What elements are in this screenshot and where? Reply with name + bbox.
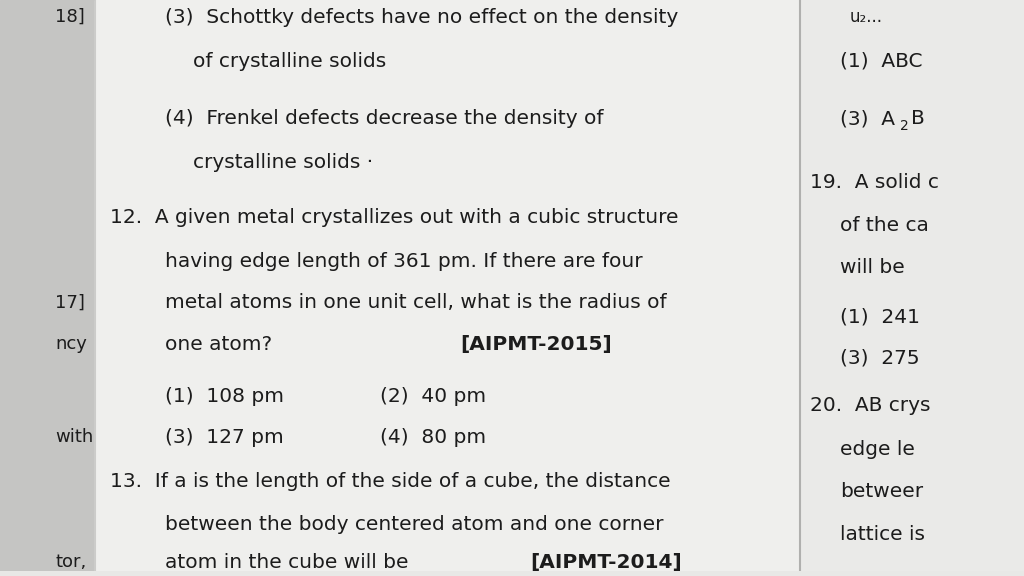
Text: ncy: ncy (55, 335, 87, 353)
Text: will be: will be (840, 257, 905, 276)
Text: of crystalline solids: of crystalline solids (193, 51, 386, 70)
Text: edge le: edge le (840, 440, 914, 459)
Text: betweer: betweer (840, 482, 923, 501)
Text: atom in the cube will be: atom in the cube will be (165, 553, 409, 572)
Text: 19.  A solid c: 19. A solid c (810, 173, 939, 192)
Text: 20.  AB crys: 20. AB crys (810, 396, 931, 415)
Text: (3)  127 pm: (3) 127 pm (165, 428, 284, 447)
Text: [AIPMT-2015]: [AIPMT-2015] (460, 335, 611, 354)
Text: one atom?: one atom? (165, 335, 272, 354)
Text: 2: 2 (900, 119, 908, 133)
Text: of the ca: of the ca (840, 216, 929, 235)
Text: (2)  40 pm: (2) 40 pm (380, 386, 486, 406)
Text: 12.  A given metal crystallizes out with a cubic structure: 12. A given metal crystallizes out with … (110, 208, 679, 227)
Text: with: with (55, 428, 93, 446)
Text: (1)  ABC: (1) ABC (840, 51, 923, 70)
Text: 13.  If a is the length of the side of a cube, the distance: 13. If a is the length of the side of a … (110, 472, 671, 491)
Text: between the body centered atom and one corner: between the body centered atom and one c… (165, 516, 664, 535)
Text: (3)  A: (3) A (840, 109, 895, 128)
Text: (1)  241: (1) 241 (840, 307, 920, 326)
Bar (95, 0, 800, 571)
Text: u₂...: u₂... (850, 8, 883, 26)
Text: (4)  80 pm: (4) 80 pm (380, 428, 486, 447)
Text: 18]: 18] (55, 8, 85, 26)
Text: (3)  Schottky defects have no effect on the density: (3) Schottky defects have no effect on t… (165, 8, 678, 27)
Text: having edge length of 361 pm. If there are four: having edge length of 361 pm. If there a… (165, 252, 643, 271)
Text: metal atoms in one unit cell, what is the radius of: metal atoms in one unit cell, what is th… (165, 293, 667, 312)
Text: 17]: 17] (55, 293, 85, 312)
Bar (800, 0, 1024, 571)
Text: tor,: tor, (55, 553, 86, 571)
Bar (0, 0, 95, 571)
Text: crystalline solids ·: crystalline solids · (193, 153, 373, 172)
Text: lattice is: lattice is (840, 525, 925, 544)
Text: (4)  Frenkel defects decrease the density of: (4) Frenkel defects decrease the density… (165, 109, 603, 128)
Text: (3)  275: (3) 275 (840, 349, 920, 368)
Text: [AIPMT-2014]: [AIPMT-2014] (530, 553, 682, 572)
Text: (1)  108 pm: (1) 108 pm (165, 386, 284, 406)
Text: B: B (911, 109, 925, 128)
